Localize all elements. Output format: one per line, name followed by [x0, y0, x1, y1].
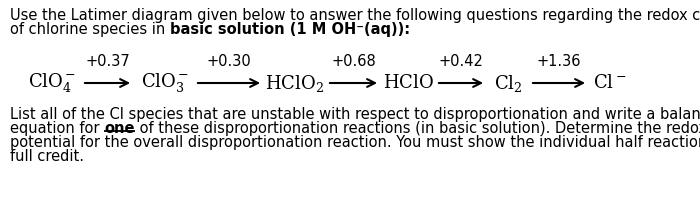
Text: List all of the Cl species that are unstable with respect to disproportionation : List all of the Cl species that are unst…: [10, 107, 700, 122]
Text: $\mathrm{HClO_2}$: $\mathrm{HClO_2}$: [265, 72, 325, 94]
Text: Use the Latimer diagram given below to answer the following questions regarding : Use the Latimer diagram given below to a…: [10, 8, 700, 23]
Text: +0.42: +0.42: [439, 54, 484, 69]
Text: equation for: equation for: [10, 121, 104, 136]
Text: $\mathrm{ClO_4^-}$: $\mathrm{ClO_4^-}$: [28, 72, 76, 95]
Text: $\mathrm{HClO}$: $\mathrm{HClO}$: [382, 74, 433, 92]
Text: +0.37: +0.37: [85, 54, 130, 69]
Text: full credit.: full credit.: [10, 149, 84, 164]
Text: of these disproportionation reactions (in basic solution). Determine the redox: of these disproportionation reactions (i…: [134, 121, 700, 136]
Text: basic solution (1 M OH⁻(aq)):: basic solution (1 M OH⁻(aq)):: [170, 22, 410, 37]
Text: +0.68: +0.68: [331, 54, 376, 69]
Text: $\mathrm{ClO_3^-}$: $\mathrm{ClO_3^-}$: [141, 72, 189, 95]
Text: potential for the overall disproportionation reaction. You must show the individ: potential for the overall disproportiona…: [10, 135, 700, 150]
Text: one: one: [104, 121, 134, 136]
Text: +0.30: +0.30: [206, 54, 251, 69]
Text: +1.36: +1.36: [537, 54, 581, 69]
Text: $\mathrm{Cl_2}$: $\mathrm{Cl_2}$: [494, 72, 522, 94]
Text: of chlorine species in: of chlorine species in: [10, 22, 170, 37]
Text: $\mathrm{Cl^-}$: $\mathrm{Cl^-}$: [594, 74, 626, 92]
